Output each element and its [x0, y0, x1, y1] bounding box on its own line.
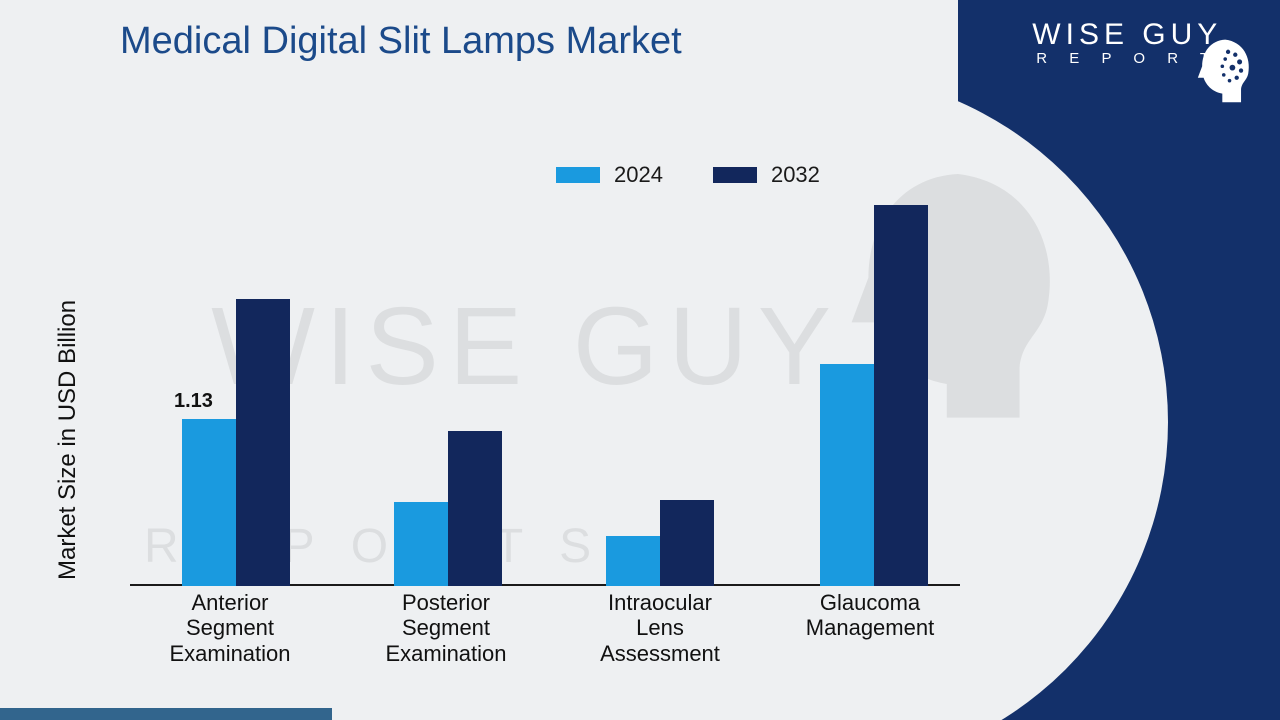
legend-swatch-2032: [713, 167, 757, 183]
chart-title: Medical Digital Slit Lamps Market: [120, 20, 682, 63]
legend-item-2024: 2024: [556, 162, 663, 188]
legend-swatch-2024: [556, 167, 600, 183]
bar-2032: [448, 431, 502, 586]
bar-2032: [660, 500, 714, 586]
brand-head-icon: [1182, 36, 1254, 108]
bar-2032: [874, 205, 928, 586]
bar-2024: [394, 502, 448, 586]
bar-2024: [820, 364, 874, 586]
x-axis-category-label: Intraocular Lens Assessment: [550, 590, 770, 666]
legend-label-2032: 2032: [771, 162, 820, 188]
bar-2024: [606, 536, 660, 586]
bar-2024: [182, 419, 236, 586]
legend-item-2032: 2032: [713, 162, 820, 188]
x-axis-category-label: Glaucoma Management: [760, 590, 980, 641]
bar-2032: [236, 299, 290, 586]
x-axis-category-label: Anterior Segment Examination: [120, 590, 340, 666]
brand-logo: WISE GUY R E P O R T S: [1032, 18, 1250, 68]
brand-panel: [958, 0, 1280, 720]
chart-plot-area: 1.13: [130, 202, 960, 586]
legend-label-2024: 2024: [614, 162, 663, 188]
x-axis-category-label: Posterior Segment Examination: [336, 590, 556, 666]
bottom-accent-bar: [0, 708, 332, 720]
y-axis-label: Market Size in USD Billion: [54, 300, 82, 580]
bar-value-label: 1.13: [174, 390, 213, 413]
chart-legend: 2024 2032: [556, 162, 820, 188]
